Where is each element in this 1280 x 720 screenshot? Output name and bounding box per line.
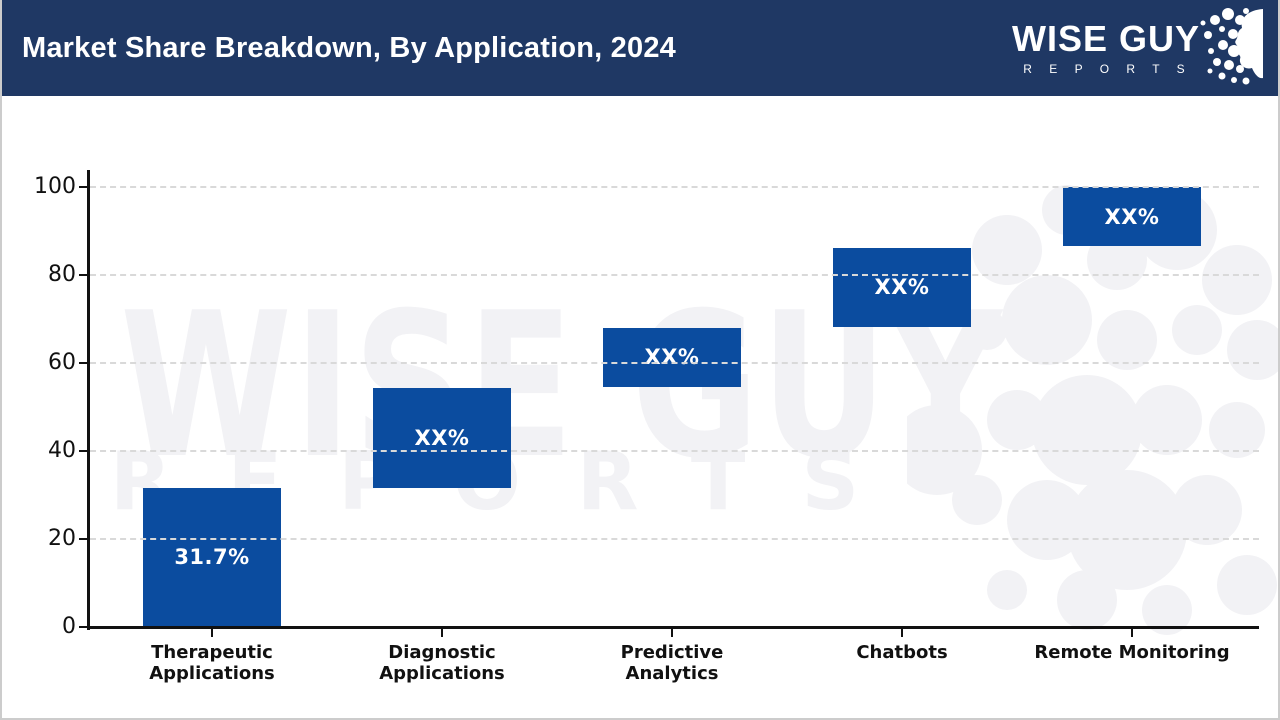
x-tick-label: Chatbots: [782, 642, 1022, 663]
x-tick-label-line: Chatbots: [856, 642, 948, 663]
gridline: [90, 538, 1259, 540]
bar-5: XX%: [1063, 187, 1201, 247]
x-tick-mark: [671, 629, 673, 637]
face-profile-icon: [1200, 8, 1263, 85]
y-tick-label: 100: [34, 174, 76, 199]
x-tick-label-line: Therapeutic: [151, 642, 273, 663]
x-tick-label-line: Diagnostic: [388, 642, 496, 663]
x-tick-label: Predictive Analytics: [552, 642, 792, 684]
y-tick-label: 20: [48, 526, 76, 551]
x-tick-label-line: Applications: [149, 663, 275, 684]
x-tick-label-line: Remote Monitoring: [1034, 642, 1230, 663]
x-tick-label: Diagnostic Applications: [322, 642, 562, 684]
gridline: [90, 450, 1259, 452]
y-tick-mark: [79, 538, 87, 540]
x-tick-label-line: Analytics: [625, 663, 719, 684]
logo-wordmark: WISE GUY: [1011, 17, 1200, 59]
x-tick-mark: [211, 629, 213, 637]
y-tick-label: 80: [48, 262, 76, 287]
bar-value-label: XX%: [644, 345, 700, 370]
x-tick-label: Therapeutic Applications: [92, 642, 332, 684]
x-tick-label-line: Applications: [379, 663, 505, 684]
bar-value-label: 31.7%: [174, 545, 250, 570]
y-tick-mark: [79, 626, 87, 628]
bar-value-label: XX%: [414, 425, 470, 450]
x-tick-mark: [441, 629, 443, 637]
y-tick-mark: [79, 186, 87, 188]
logo-subtitle: R E P O R T S: [1023, 61, 1192, 76]
bar-2: XX%: [373, 388, 511, 488]
page-title: Market Share Breakdown, By Application, …: [22, 31, 676, 64]
logo-text: WISE GUY R E P O R T S: [1011, 17, 1200, 76]
bar-3: XX%: [603, 327, 741, 388]
x-tick-mark: [901, 629, 903, 637]
y-tick-mark: [79, 274, 87, 276]
bar-value-label: XX%: [1104, 204, 1160, 229]
gridline: [90, 186, 1259, 188]
y-axis: [87, 170, 90, 630]
y-tick-mark: [79, 450, 87, 452]
brand-logo: WISE GUY R E P O R T S: [1012, 7, 1264, 89]
y-tick-label: 0: [62, 614, 76, 639]
gridline: [90, 362, 1259, 364]
y-tick-mark: [79, 362, 87, 364]
x-tick-label-line: Predictive: [620, 642, 724, 663]
y-tick-label: 60: [48, 350, 76, 375]
y-tick-label: 40: [48, 438, 76, 463]
bar-4: XX%: [833, 247, 971, 327]
x-tick-label: Remote Monitoring: [1012, 642, 1252, 663]
x-axis: [87, 626, 1259, 629]
gridline: [90, 274, 1259, 276]
header-bar: Market Share Breakdown, By Application, …: [2, 0, 1278, 96]
x-tick-mark: [1131, 629, 1133, 637]
bar-1: 31.7%: [143, 487, 281, 627]
bar-value-label: XX%: [874, 275, 930, 300]
